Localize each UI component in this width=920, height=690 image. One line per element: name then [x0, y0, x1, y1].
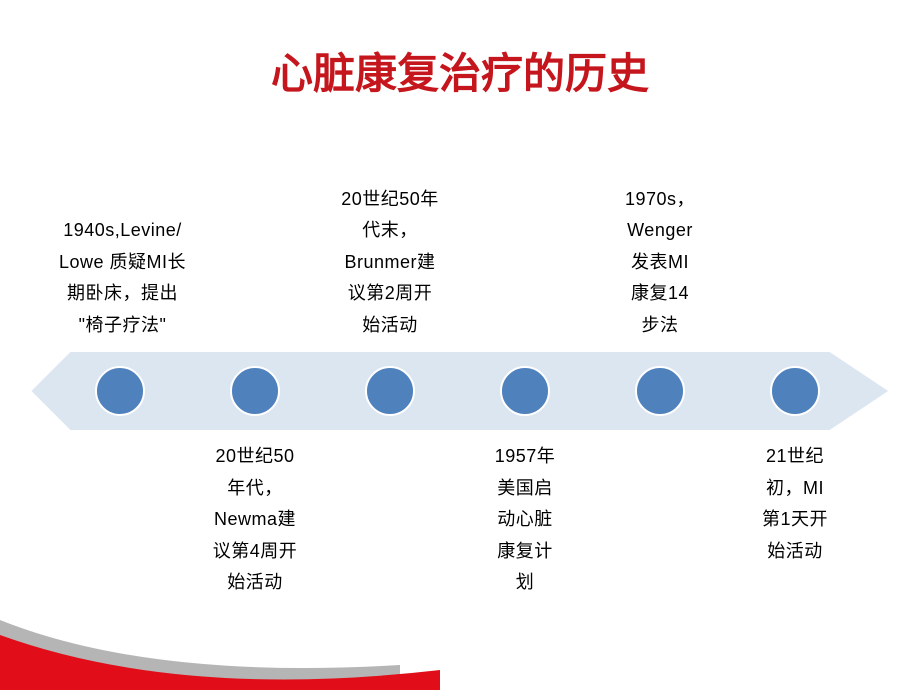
label-line: 期卧床，提出	[50, 278, 195, 310]
label-line: 20世纪50年	[325, 184, 455, 216]
timeline-dot	[365, 366, 415, 416]
label-line: "椅子疗法"	[50, 310, 195, 342]
label-line: 动心脏	[470, 504, 580, 536]
timeline-dot	[500, 366, 550, 416]
timeline-label-top: 1970s，Wenger发表MI康复14步法	[600, 184, 720, 342]
label-line: 21世纪	[740, 441, 850, 473]
arrow-shape	[30, 351, 890, 431]
label-line: 20世纪50	[195, 441, 315, 473]
label-line: 议第2周开	[325, 278, 455, 310]
label-line: 美国启	[470, 473, 580, 505]
label-line: 议第4周开	[195, 536, 315, 568]
timeline-label-top: 20世纪50年代末，Brunmer建议第2周开始活动	[325, 184, 455, 342]
timeline-label-top: 1940s,Levine/Lowe 质疑MI长期卧床，提出"椅子疗法"	[50, 215, 195, 341]
timeline-dot	[95, 366, 145, 416]
label-line: Lowe 质疑MI长	[50, 247, 195, 279]
label-line: 始活动	[740, 536, 850, 568]
label-line: 1940s,Levine/	[50, 215, 195, 247]
label-line: Brunmer建	[325, 247, 455, 279]
label-line: 始活动	[325, 310, 455, 342]
timeline-dot	[635, 366, 685, 416]
timeline: 1940s,Levine/Lowe 质疑MI长期卧床，提出"椅子疗法" 20世纪…	[0, 131, 920, 591]
label-line: Wenger	[600, 215, 720, 247]
label-line: 康复计	[470, 536, 580, 568]
decorative-curve	[0, 570, 920, 690]
label-line: 发表MI	[600, 247, 720, 279]
label-line: 代末，	[325, 215, 455, 247]
label-line: 年代，	[195, 473, 315, 505]
label-line: Newma建	[195, 504, 315, 536]
label-line: 第1天开	[740, 504, 850, 536]
label-line: 步法	[600, 310, 720, 342]
label-line: 1970s，	[600, 184, 720, 216]
slide-title: 心脏康复治疗的历史	[0, 0, 920, 131]
timeline-label-bottom: 21世纪初，MI第1天开始活动	[740, 441, 850, 567]
timeline-arrow	[30, 351, 890, 431]
label-line: 1957年	[470, 441, 580, 473]
timeline-dot	[770, 366, 820, 416]
label-line: 初，MI	[740, 473, 850, 505]
timeline-dot	[230, 366, 280, 416]
label-line: 康复14	[600, 278, 720, 310]
